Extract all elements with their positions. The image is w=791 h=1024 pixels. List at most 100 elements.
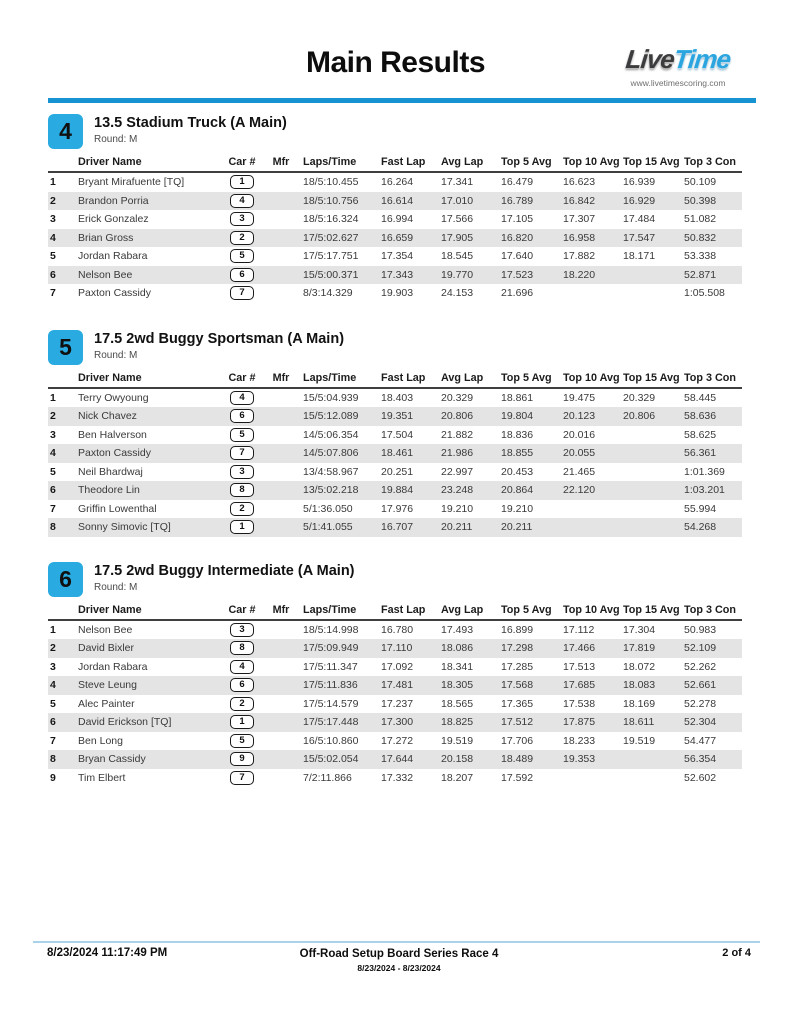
- fast-lap-cell: 17.343: [381, 268, 414, 281]
- laps-time-cell: 14/5:07.806: [303, 447, 359, 460]
- column-header-mfr: Mfr: [272, 156, 290, 168]
- position-cell: 1: [50, 176, 56, 189]
- top3-con-cell: 56.354: [684, 753, 717, 766]
- car-number-badge: 5: [230, 733, 254, 748]
- position-cell: 2: [50, 642, 56, 655]
- result-row: 8 Bryan Cassidy 9 15/5:02.054 17.644 20.158 18…: [48, 750, 742, 769]
- footer-divider-rule: [33, 941, 760, 943]
- car-number-cell: 7: [222, 446, 262, 461]
- column-header-driver-name: Driver Name: [78, 603, 142, 616]
- driver-name-cell: Alec Painter: [78, 697, 135, 710]
- avg-lap-cell: 18.825: [441, 716, 474, 729]
- car-number-cell: 1: [222, 715, 262, 730]
- laps-time-cell: 15/5:12.089: [303, 410, 359, 423]
- series-title: Off-Road Setup Board Series Race 4: [299, 948, 499, 960]
- fast-lap-cell: 17.504: [381, 428, 414, 441]
- top3-con-cell: 50.109: [684, 176, 717, 189]
- position-cell: 5: [50, 465, 56, 478]
- position-cell: 7: [50, 734, 56, 747]
- driver-name-cell: Neil Bhardwaj: [78, 465, 143, 478]
- header-divider-rule: [48, 98, 756, 103]
- race-section: 6 17.5 2wd Buggy Intermediate (A Main) Rou…: [48, 561, 742, 788]
- top10-avg-cell: 16.958: [563, 231, 596, 244]
- driver-name-cell: Griffin Lowenthal: [78, 502, 157, 515]
- top5-avg-cell: 20.211: [501, 521, 533, 534]
- page-footer: 8/23/2024 11:17:49 PM Off-Road Setup Boa…: [0, 941, 791, 977]
- avg-lap-cell: 20.211: [441, 521, 473, 534]
- column-header-top3-con: Top 3 Con: [684, 371, 736, 384]
- car-number-badge: 5: [230, 427, 254, 442]
- car-number-badge: 7: [230, 286, 254, 301]
- top10-avg-cell: 16.623: [563, 176, 596, 189]
- result-row: 4 Paxton Cassidy 7 14/5:07.806 18.461 21.986 1…: [48, 444, 742, 463]
- position-cell: 9: [50, 771, 56, 784]
- column-header-fast-lap: Fast Lap: [381, 371, 426, 384]
- car-number-badge: 8: [230, 483, 254, 498]
- top10-avg-cell: 19.475: [563, 391, 596, 404]
- page-header: Main Results LiveTime www.livetimescorin…: [0, 0, 791, 98]
- driver-name-cell: Nelson Bee: [78, 623, 133, 636]
- top5-avg-cell: 17.298: [501, 642, 534, 655]
- page-title: Main Results: [305, 46, 486, 79]
- driver-name-cell: Jordan Rabara: [78, 250, 148, 263]
- driver-name-cell: Ben Halverson: [78, 428, 147, 441]
- top5-avg-cell: 17.523: [501, 268, 534, 281]
- top5-avg-cell: 16.789: [501, 194, 534, 207]
- fast-lap-cell: 19.351: [381, 410, 414, 423]
- result-row: 3 Erick Gonzalez 3 18/5:16.324 16.994 17.566 1…: [48, 210, 742, 229]
- driver-name-cell: Bryan Cassidy: [78, 753, 146, 766]
- fast-lap-cell: 17.332: [381, 771, 414, 784]
- race-number-badge: 4: [48, 114, 83, 149]
- fast-lap-cell: 17.481: [381, 679, 414, 692]
- column-header-top5-avg: Top 5 Avg: [501, 371, 552, 384]
- top15-avg-cell: 19.519: [623, 734, 656, 747]
- results-column-headers: Driver Name Car # Mfr Laps/Time Fast Lap Avg …: [48, 372, 742, 389]
- avg-lap-cell: 22.997: [441, 465, 474, 478]
- avg-lap-cell: 21.882: [441, 428, 474, 441]
- top3-con-cell: 1:03.201: [684, 484, 725, 497]
- position-cell: 5: [50, 250, 56, 263]
- top10-avg-cell: 21.465: [563, 465, 596, 478]
- position-cell: 4: [50, 447, 56, 460]
- driver-name-cell: Erick Gonzalez: [78, 213, 149, 226]
- top5-avg-cell: 18.855: [501, 447, 534, 460]
- driver-name-cell: David Erickson [TQ]: [78, 716, 172, 729]
- result-row: 6 David Erickson [TQ] 1 17/5:17.448 17.300 18…: [48, 713, 742, 732]
- top15-avg-cell: 20.329: [623, 391, 656, 404]
- car-number-badge: 4: [230, 193, 254, 208]
- laps-time-cell: 14/5:06.354: [303, 428, 359, 441]
- column-header-laps-time: Laps/Time: [303, 156, 357, 168]
- position-cell: 1: [50, 623, 56, 636]
- car-number-cell: 7: [222, 770, 262, 785]
- top10-avg-cell: 17.513: [563, 660, 596, 673]
- top10-avg-cell: 17.882: [563, 250, 596, 263]
- car-number-badge: 1: [230, 520, 254, 535]
- column-header-car-number: Car #: [228, 156, 256, 168]
- column-header-driver-name: Driver Name: [78, 156, 142, 168]
- column-header-mfr: Mfr: [272, 603, 290, 616]
- driver-name-cell: Steve Leung: [78, 679, 137, 692]
- car-number-cell: 7: [222, 286, 262, 301]
- column-header-top5-avg: Top 5 Avg: [501, 156, 552, 168]
- top5-avg-cell: 18.836: [501, 428, 534, 441]
- column-header-driver-name: Driver Name: [78, 371, 142, 384]
- results-column-headers: Driver Name Car # Mfr Laps/Time Fast Lap Avg …: [48, 604, 742, 621]
- result-row: 7 Griffin Lowenthal 2 5/1:36.050 17.976 19.21…: [48, 500, 742, 519]
- top3-con-cell: 52.602: [684, 771, 717, 784]
- laps-time-cell: 8/3:14.329: [303, 287, 353, 300]
- top5-avg-cell: 16.899: [501, 623, 534, 636]
- column-header-avg-lap: Avg Lap: [441, 371, 484, 384]
- position-cell: 6: [50, 268, 56, 281]
- car-number-cell: 1: [222, 175, 262, 190]
- car-number-cell: 6: [222, 678, 262, 693]
- fast-lap-cell: 17.300: [381, 716, 414, 729]
- result-row: 2 Brandon Porria 4 18/5:10.756 16.614 17.010 1…: [48, 191, 742, 210]
- avg-lap-cell: 19.210: [441, 502, 474, 515]
- race-sections: 4 13.5 Stadium Truck (A Main) Round: M Driv…: [0, 114, 791, 787]
- position-cell: 5: [50, 697, 56, 710]
- top15-avg-cell: 18.169: [623, 697, 656, 710]
- top5-avg-cell: 17.640: [501, 250, 534, 263]
- laps-time-cell: 18/5:14.998: [303, 623, 359, 636]
- top5-avg-cell: 17.568: [501, 679, 534, 692]
- laps-time-cell: 17/5:02.627: [303, 231, 359, 244]
